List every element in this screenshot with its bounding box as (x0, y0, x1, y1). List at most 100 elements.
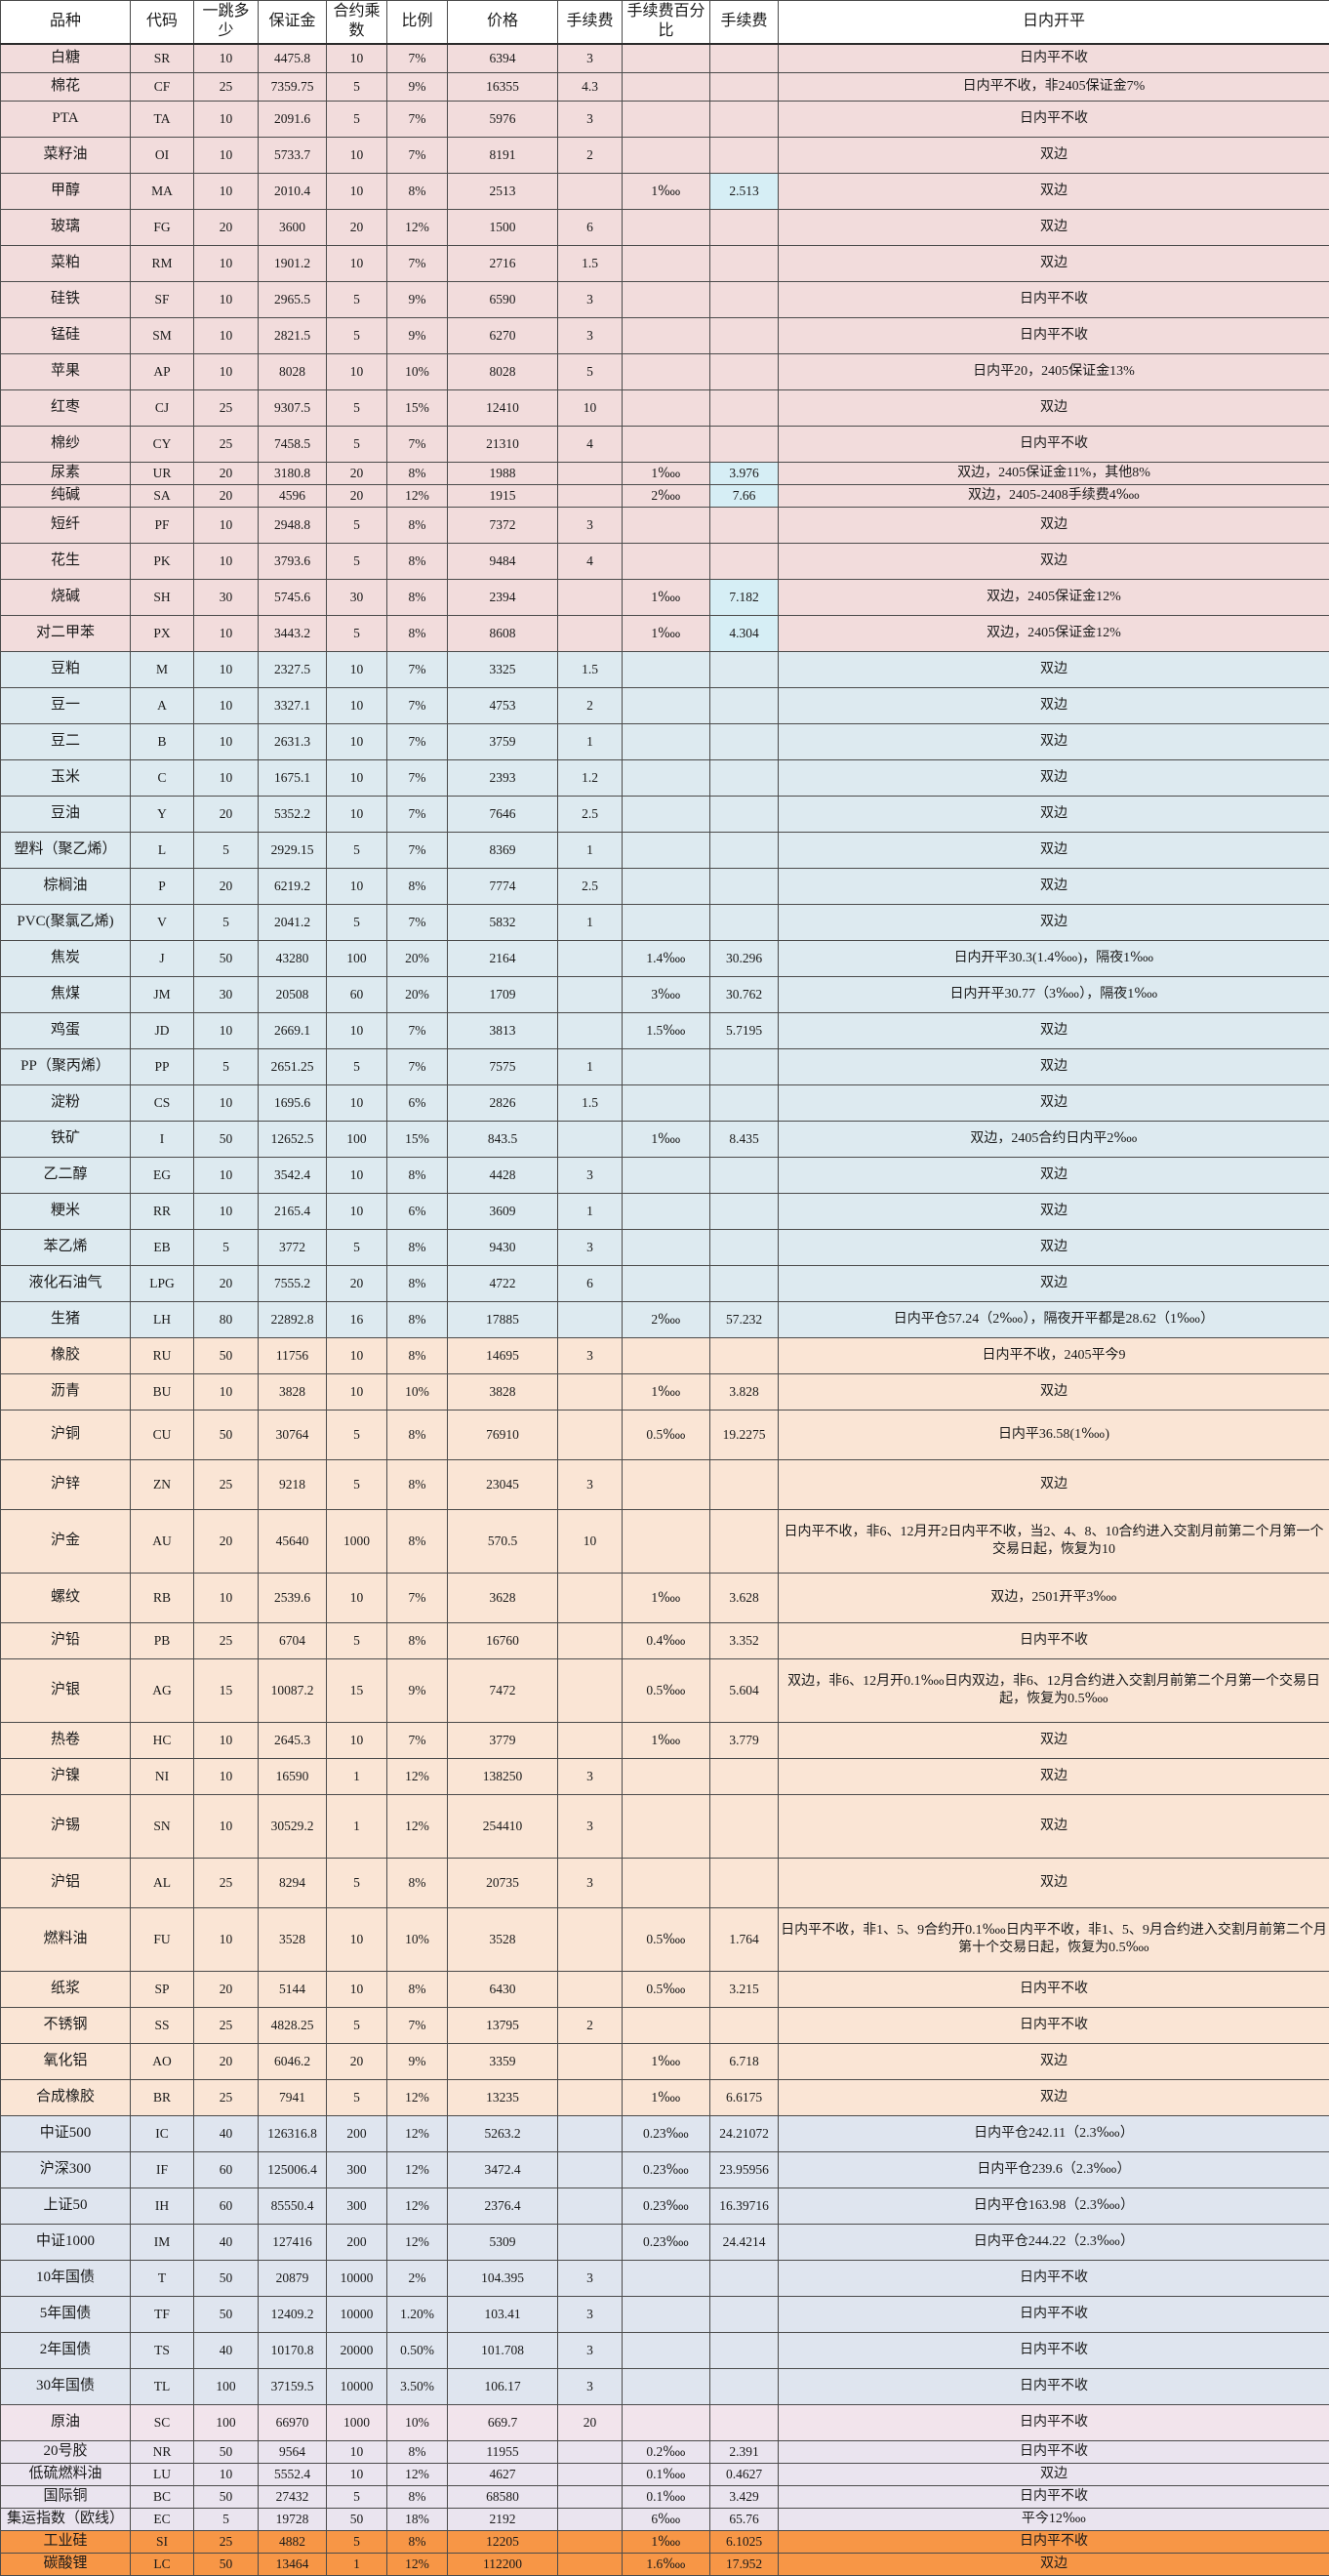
cell-intraday-note: 日内平仓163.98（2.3‱） (779, 2188, 1329, 2224)
cell-ratio: 8% (387, 1229, 448, 1265)
cell-price: 3759 (448, 723, 558, 759)
cell-margin: 3600 (259, 209, 327, 245)
cell-code: SA (131, 484, 194, 507)
cell-fee-percent (623, 868, 710, 904)
cell-fee-amount: 7.66 (710, 484, 779, 507)
cell-fee-percent: 3‱ (623, 976, 710, 1012)
cell-contract-multiplier: 5 (327, 1229, 387, 1265)
cell-contract-multiplier: 20 (327, 484, 387, 507)
cell-code: SC (131, 2404, 194, 2440)
cell-contract-multiplier: 10 (327, 1157, 387, 1193)
cell-intraday-note: 平今12‱ (779, 2508, 1329, 2530)
cell-ratio: 10% (387, 2404, 448, 2440)
cell-fee: 2.5 (558, 868, 623, 904)
cell-price: 5309 (448, 2224, 558, 2260)
cell-fee-amount (710, 832, 779, 868)
cell-fee-percent: 0.4‱ (623, 1622, 710, 1658)
cell-fee: 6 (558, 209, 623, 245)
cell-price: 3813 (448, 1012, 558, 1048)
cell-margin: 1695.6 (259, 1084, 327, 1121)
cell-ratio: 8% (387, 1265, 448, 1301)
cell-fee: 1.5 (558, 651, 623, 687)
cell-variety: 液化石油气 (1, 1265, 131, 1301)
cell-ratio: 8% (387, 615, 448, 651)
cell-fee (558, 1012, 623, 1048)
cell-intraday-note: 双边 (779, 507, 1329, 543)
cell-code: FU (131, 1907, 194, 1971)
header-contract-multiplier: 合约乘数 (327, 1, 387, 44)
cell-fee: 3 (558, 507, 623, 543)
cell-code: Y (131, 796, 194, 832)
cell-tick-size: 60 (194, 2188, 259, 2224)
cell-margin: 2041.2 (259, 904, 327, 940)
cell-price: 2394 (448, 579, 558, 615)
cell-contract-multiplier: 5 (327, 904, 387, 940)
cell-contract-multiplier: 30 (327, 579, 387, 615)
cell-intraday-note: 双边 (779, 1193, 1329, 1229)
cell-contract-multiplier: 10 (327, 1907, 387, 1971)
cell-margin: 45640 (259, 1509, 327, 1573)
cell-tick-size: 10 (194, 759, 259, 796)
cell-tick-size: 25 (194, 1622, 259, 1658)
cell-tick-size: 10 (194, 173, 259, 209)
cell-price: 3528 (448, 1907, 558, 1971)
cell-intraday-note: 双边 (779, 1012, 1329, 1048)
cell-price: 21310 (448, 426, 558, 462)
cell-fee-amount: 3.976 (710, 462, 779, 484)
header-intraday-note: 日内开平 (779, 1, 1329, 44)
cell-tick-size: 40 (194, 2115, 259, 2151)
cell-fee (558, 940, 623, 976)
cell-variety: 塑料（聚乙烯） (1, 832, 131, 868)
cell-contract-multiplier: 20 (327, 2043, 387, 2079)
cell-price: 23045 (448, 1459, 558, 1509)
cell-contract-multiplier: 10 (327, 137, 387, 173)
cell-code: UR (131, 462, 194, 484)
cell-fee: 10 (558, 389, 623, 426)
cell-tick-size: 25 (194, 426, 259, 462)
cell-fee-percent (623, 1858, 710, 1907)
cell-code: RU (131, 1337, 194, 1373)
header-fee-percent: 手续费百分比 (623, 1, 710, 44)
cell-price: 254410 (448, 1794, 558, 1858)
cell-code: IH (131, 2188, 194, 2224)
cell-tick-size: 20 (194, 868, 259, 904)
cell-fee-amount (710, 245, 779, 281)
cell-fee-amount: 5.604 (710, 1658, 779, 1722)
cell-contract-multiplier: 1 (327, 2553, 387, 2575)
cell-ratio: 8% (387, 507, 448, 543)
cell-code: AL (131, 1858, 194, 1907)
cell-margin: 4828.25 (259, 2007, 327, 2043)
cell-code: A (131, 687, 194, 723)
cell-contract-multiplier: 20 (327, 209, 387, 245)
cell-code: NI (131, 1758, 194, 1794)
cell-fee-amount (710, 317, 779, 353)
cell-intraday-note: 日内平不收 (779, 2404, 1329, 2440)
cell-intraday-note: 双边，2405保证金12% (779, 615, 1329, 651)
cell-code: IF (131, 2151, 194, 2188)
cell-code: M (131, 651, 194, 687)
cell-ratio: 10% (387, 1907, 448, 1971)
cell-contract-multiplier: 5 (327, 2007, 387, 2043)
cell-intraday-note: 双边 (779, 1722, 1329, 1758)
cell-tick-size: 5 (194, 1048, 259, 1084)
cell-ratio: 12% (387, 2079, 448, 2115)
cell-margin: 3828 (259, 1373, 327, 1410)
cell-ratio: 9% (387, 281, 448, 317)
cell-code: IM (131, 2224, 194, 2260)
cell-variety: 沪深300 (1, 2151, 131, 2188)
cell-fee-amount (710, 796, 779, 832)
cell-tick-size: 80 (194, 1301, 259, 1337)
cell-fee-percent (623, 245, 710, 281)
cell-price: 6590 (448, 281, 558, 317)
cell-fee-percent (623, 687, 710, 723)
cell-fee-percent: 1‱ (623, 2530, 710, 2553)
cell-contract-multiplier: 5 (327, 507, 387, 543)
header-price: 价格 (448, 1, 558, 44)
cell-fee-percent: 1.6‱ (623, 2553, 710, 2575)
